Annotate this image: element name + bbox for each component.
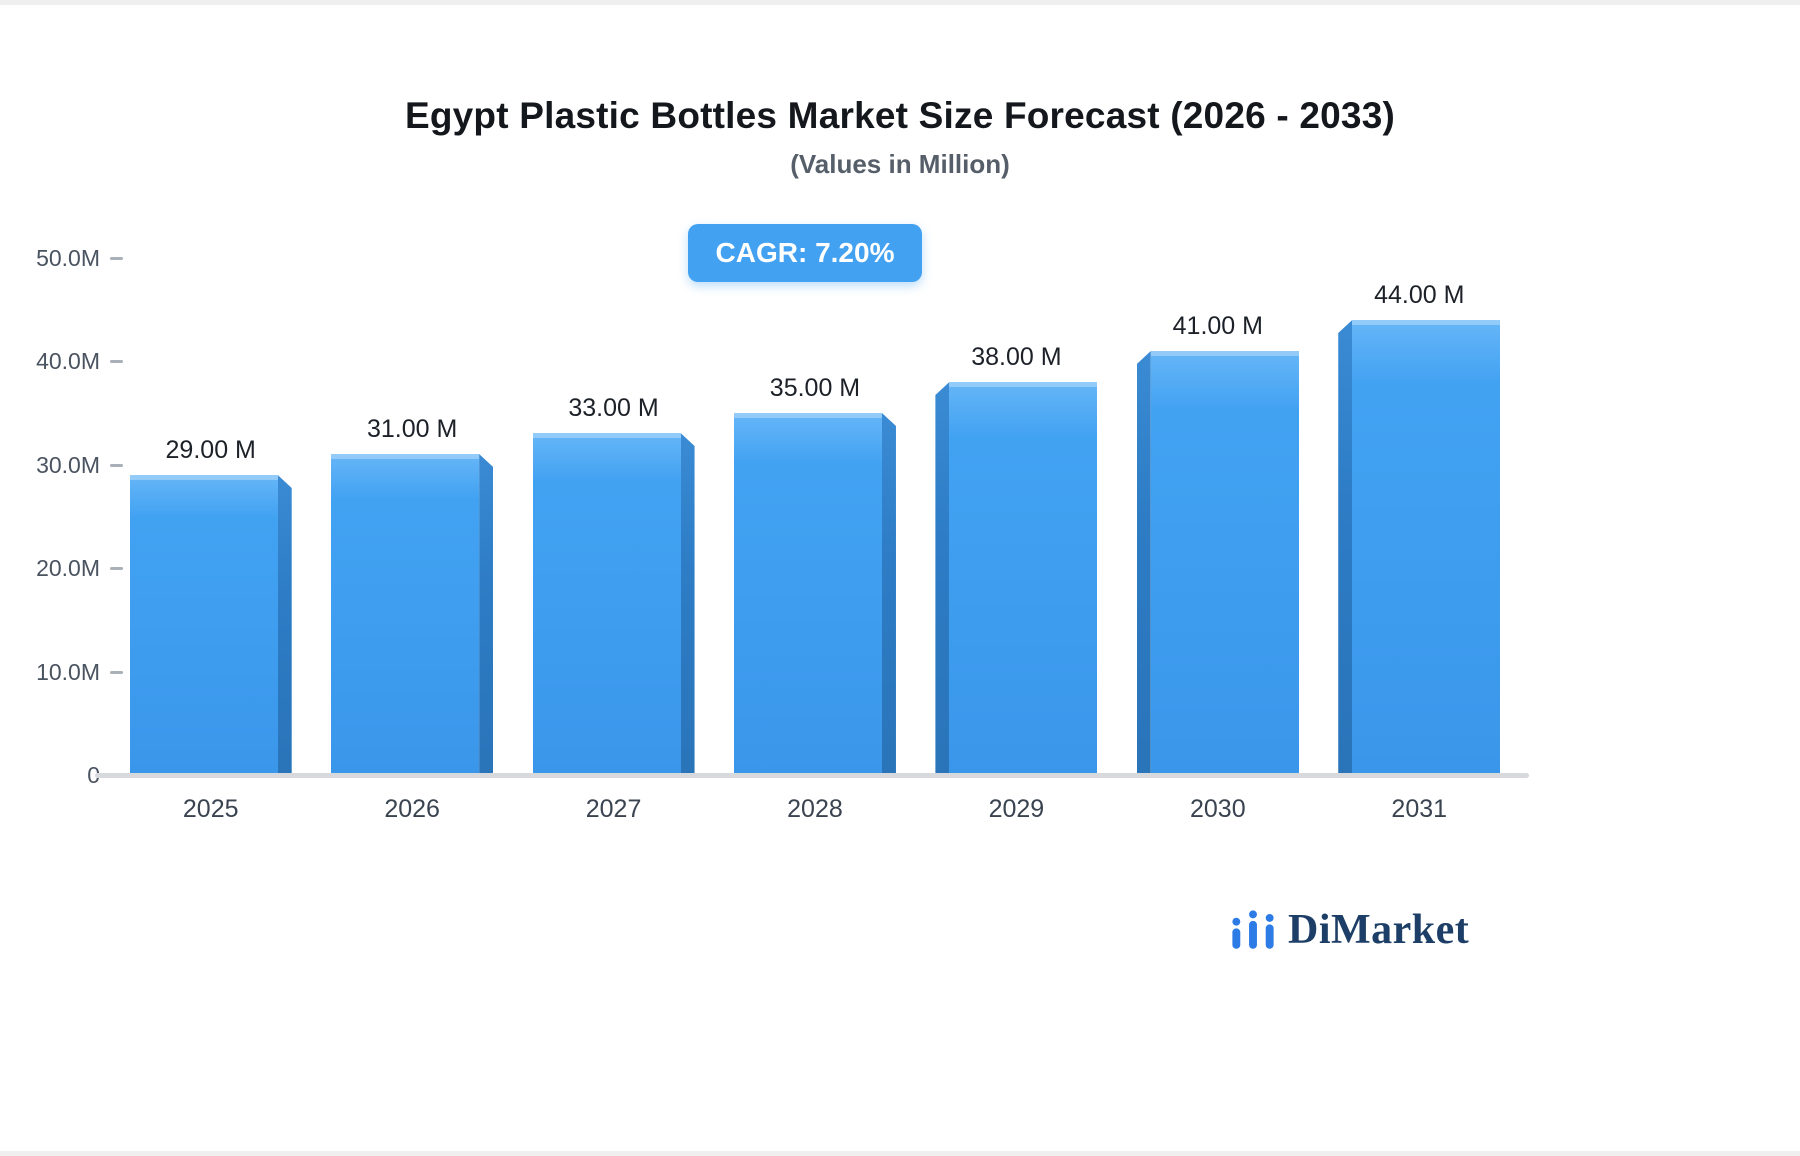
y-tick-label: 20.0M — [36, 555, 100, 581]
x-axis-label-2026: 2026 — [384, 795, 440, 823]
bar-group-2026: 31.00 M — [312, 415, 513, 775]
bar-side-face — [680, 433, 695, 775]
x-axis-label-2031: 2031 — [1391, 795, 1448, 823]
bar-group-2027: 33.00 M — [513, 394, 714, 775]
x-axis-label-2030: 2030 — [1190, 795, 1246, 823]
cagr-badge-label: CAGR: 7.20% — [715, 237, 895, 268]
bar-value-label: 29.00 M — [165, 436, 256, 464]
bar-front-face — [1150, 351, 1299, 775]
x-axis-label-2027: 2027 — [585, 795, 642, 823]
bar-side-face — [1136, 351, 1151, 775]
bar-group-2028: 35.00 M — [714, 374, 915, 775]
x-axis-label-2029: 2029 — [988, 795, 1045, 823]
y-axis: 50.0M 40.0M 30.0M 20.0M 10.0M 0 — [30, 244, 130, 788]
chart-subtitle: (Values in Million) — [790, 149, 1010, 179]
dimarket-bars-icon — [1232, 910, 1274, 949]
x-axis-label-2025: 2025 — [182, 795, 239, 823]
bar-value-label: 31.00 M — [366, 415, 458, 443]
bar-2029[interactable] — [935, 382, 1098, 775]
x-axis-labels: 2025 2026 2027 2028 2029 2030 2031 — [110, 795, 1520, 824]
bar-side-face — [479, 454, 494, 775]
bar-chart: 50.0M 40.0M 30.0M 20.0M 10.0M 0 29.00 M 31.00 … — [30, 245, 1550, 835]
y-tick-mark — [110, 670, 123, 674]
y-tick-label: 40.0M — [36, 348, 100, 374]
x-axis-line — [95, 773, 1529, 778]
bar-value-label: 33.00 M — [568, 394, 659, 422]
y-tick-mark — [110, 256, 123, 260]
y-tick-mark — [110, 567, 123, 570]
bar-group-2029: 38.00 M — [916, 343, 1117, 775]
bar-side-face — [935, 382, 950, 775]
page: Egypt Plastic Bottles Market Size Foreca… — [0, 5, 1800, 1151]
y-tick-mark — [110, 463, 123, 467]
bar-2031[interactable] — [1338, 320, 1501, 775]
x-axis-label-2028: 2028 — [787, 795, 843, 823]
bar-group-2031: 44.00 M — [1319, 281, 1520, 775]
y-tick-label: 30.0M — [36, 451, 100, 478]
bar-2030[interactable] — [1136, 351, 1299, 775]
y-tick-label: 0 — [87, 762, 100, 788]
bar-side-face — [1338, 320, 1353, 775]
bar-value-label: 41.00 M — [1172, 312, 1263, 340]
dimarket-logo: DiMarket — [1228, 906, 1469, 954]
bar-group-2030: 41.00 M — [1117, 312, 1318, 775]
bar-front-face — [331, 454, 480, 775]
bar-value-label: 35.00 M — [769, 374, 861, 402]
bar-2028[interactable] — [733, 413, 896, 775]
bar-front-face — [129, 475, 278, 775]
chart-title: Egypt Plastic Bottles Market Size Foreca… — [404, 95, 1396, 136]
bar-front-face — [949, 382, 1098, 775]
bar-value-label: 44.00 M — [1374, 281, 1465, 309]
bar-side-face — [277, 475, 292, 775]
bar-group-2025: 29.00 M — [110, 436, 311, 775]
bar-side-face — [881, 413, 896, 775]
y-tick-label: 10.0M — [36, 658, 100, 685]
plot-area: 29.00 M 31.00 M 33.00 M 35.00 M 38.00 M 41.00… — [110, 245, 1520, 775]
y-tick-label: 50.0M — [36, 244, 100, 271]
bar-2026[interactable] — [331, 454, 494, 775]
dimarket-wordmark: DiMarket — [1288, 907, 1470, 953]
bar-front-face — [1352, 320, 1501, 775]
bar-value-label: 38.00 M — [971, 343, 1062, 371]
y-tick-mark — [110, 360, 123, 363]
bar-front-face — [532, 433, 681, 775]
bar-2025[interactable] — [129, 475, 292, 775]
bar-front-face — [733, 413, 882, 775]
bar-2027[interactable] — [532, 433, 695, 775]
cagr-badge: CAGR: 7.20% — [688, 224, 922, 282]
